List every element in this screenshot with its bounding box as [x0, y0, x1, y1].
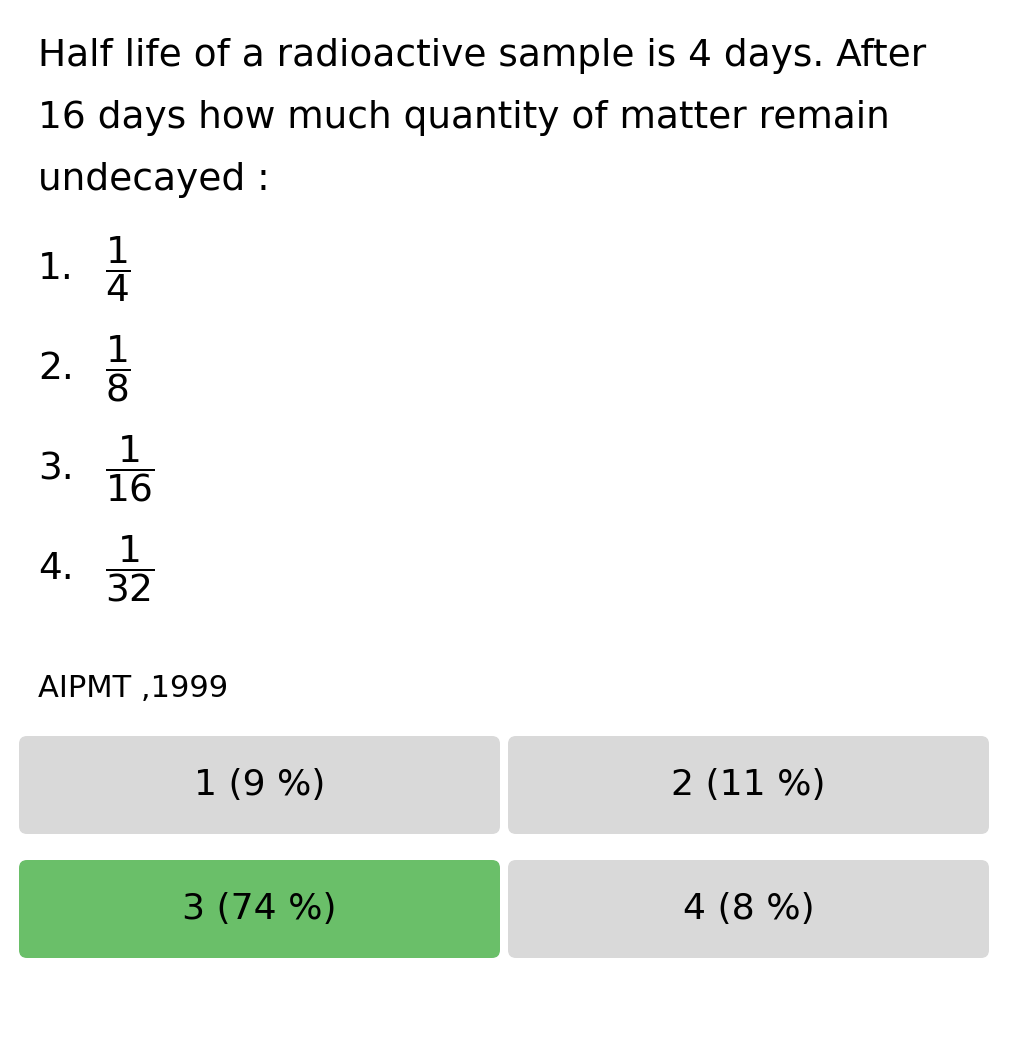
Text: undecayed :: undecayed : [38, 162, 269, 198]
Text: $\dfrac{1}{4}$: $\dfrac{1}{4}$ [105, 234, 131, 304]
Text: 4.: 4. [38, 551, 74, 587]
Text: 3 (74 %): 3 (74 %) [182, 892, 337, 926]
Text: 3.: 3. [38, 451, 74, 487]
Text: 2.: 2. [38, 351, 74, 387]
FancyBboxPatch shape [19, 860, 500, 958]
Text: $\dfrac{1}{32}$: $\dfrac{1}{32}$ [105, 534, 155, 604]
Text: 1.: 1. [38, 251, 74, 287]
FancyBboxPatch shape [508, 860, 989, 958]
Text: 1 (9 %): 1 (9 %) [194, 768, 326, 802]
FancyBboxPatch shape [508, 736, 989, 834]
Text: 4 (8 %): 4 (8 %) [683, 892, 814, 926]
Text: Half life of a radioactive sample is 4 days. After: Half life of a radioactive sample is 4 d… [38, 38, 927, 74]
Text: 2 (11 %): 2 (11 %) [672, 768, 825, 802]
FancyBboxPatch shape [19, 736, 500, 834]
Text: AIPMT ,1999: AIPMT ,1999 [38, 675, 228, 703]
Text: $\dfrac{1}{8}$: $\dfrac{1}{8}$ [105, 334, 131, 404]
Text: $\dfrac{1}{16}$: $\dfrac{1}{16}$ [105, 433, 155, 505]
Text: 16 days how much quantity of matter remain: 16 days how much quantity of matter rema… [38, 100, 890, 136]
